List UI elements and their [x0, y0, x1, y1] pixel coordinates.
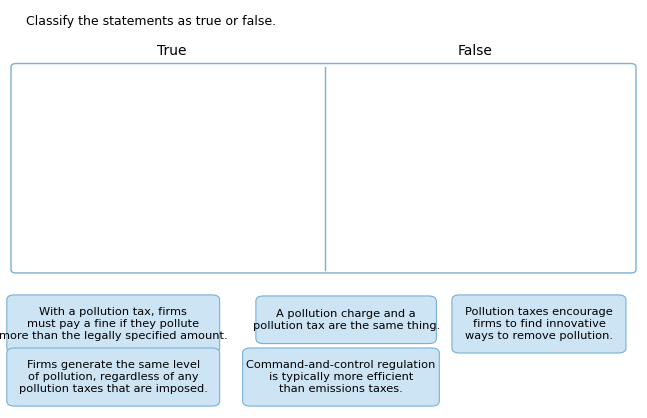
Text: Command-and-control regulation
is typically more efficient
than emissions taxes.: Command-and-control regulation is typica… [247, 359, 435, 395]
Text: Classify the statements as true or false.: Classify the statements as true or false… [26, 15, 276, 28]
FancyBboxPatch shape [256, 296, 437, 344]
FancyBboxPatch shape [452, 295, 626, 353]
Text: With a pollution tax, firms
must pay a fine if they pollute
more than the legall: With a pollution tax, firms must pay a f… [0, 306, 228, 342]
Text: Firms generate the same level
of pollution, regardless of any
pollution taxes th: Firms generate the same level of polluti… [19, 359, 208, 395]
FancyBboxPatch shape [6, 348, 220, 406]
Text: True: True [157, 44, 186, 58]
Text: Pollution taxes encourage
firms to find innovative
ways to remove pollution.: Pollution taxes encourage firms to find … [465, 306, 613, 342]
Text: A pollution charge and a
pollution tax are the same thing.: A pollution charge and a pollution tax a… [252, 308, 440, 331]
FancyBboxPatch shape [11, 64, 636, 273]
FancyBboxPatch shape [243, 348, 439, 406]
FancyBboxPatch shape [6, 295, 220, 353]
Text: False: False [458, 44, 493, 58]
